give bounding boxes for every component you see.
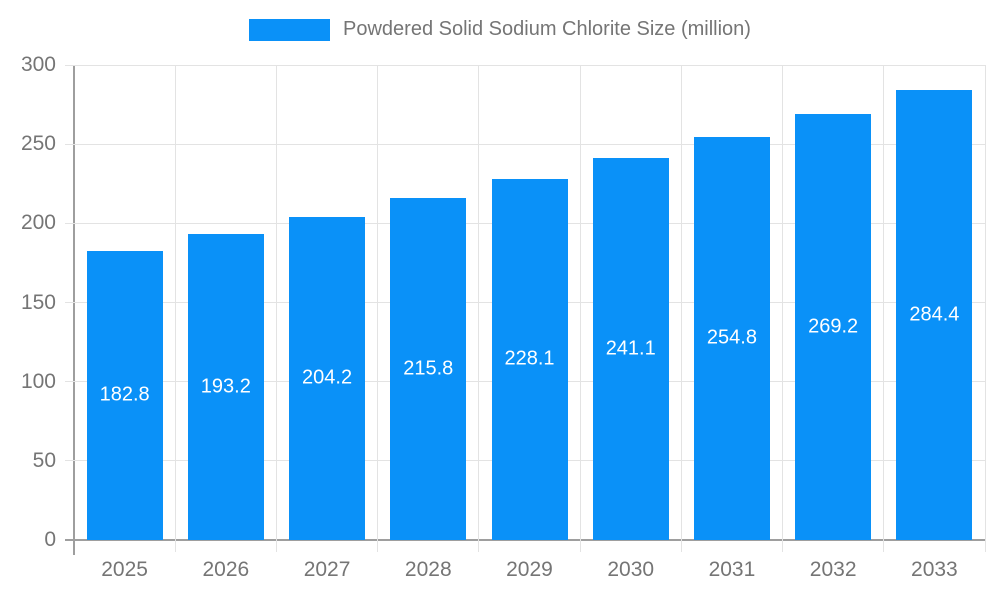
x-axis-line [65,539,985,541]
chart-legend[interactable]: Powdered Solid Sodium Chlorite Size (mil… [0,18,1000,41]
y-axis-tick-label: 100 [20,369,56,393]
v-gridline [174,65,176,552]
legend-label: Powdered Solid Sodium Chlorite Size (mil… [343,18,751,40]
bar-2029[interactable]: 228.1 [491,178,568,540]
y-axis-tick-label: 50 [32,448,56,472]
bar-value-label: 182.8 [99,383,150,406]
bar-2026[interactable]: 193.2 [187,234,264,540]
y-axis-tick-label: 0 [44,528,56,551]
x-axis-tick-label: 2032 [809,558,857,581]
y-axis-tick-label: 250 [20,132,56,156]
bar-value-label: 269.2 [808,315,859,338]
v-gridline [478,65,480,552]
v-gridline [275,65,277,552]
bar-value-label: 228.1 [504,347,555,370]
h-gridline [65,64,985,66]
v-gridline [883,65,885,552]
x-axis-tick-label: 2026 [202,558,250,581]
bar-value-label: 215.8 [403,357,454,380]
y-axis-tick-label: 300 [20,53,56,76]
x-axis-tick-label: 2031 [708,558,756,581]
plot-area: 0 50 100 150 200 250 300 182.8 2025 193.2 2026 204.… [21,54,986,581]
bar-2033[interactable]: 284.4 [896,89,973,540]
bar-2030[interactable]: 241.1 [592,158,669,540]
bar-value-label: 241.1 [605,337,656,360]
bar-value-label: 193.2 [200,375,251,398]
bar-2027[interactable]: 204.2 [289,216,366,540]
h-gridline [65,143,985,145]
v-gridline [377,65,379,552]
x-axis-tick-label: 2029 [506,558,553,581]
x-axis-tick-label: 2027 [303,558,351,581]
x-axis-tick-label: 2033 [911,558,958,581]
bar-value-label: 204.2 [302,366,353,389]
v-gridline [782,65,784,552]
bar-2025[interactable]: 182.8 [86,250,163,540]
y-axis-line [73,65,75,555]
v-gridline [984,65,986,552]
bar-2028[interactable]: 215.8 [390,198,467,540]
bar-value-label: 284.4 [909,303,960,326]
y-axis-tick-label: 150 [20,290,56,314]
bar-2032[interactable]: 269.2 [795,113,872,540]
v-gridline [579,65,581,552]
bar-value-label: 254.8 [706,326,757,349]
legend-swatch-icon [249,18,331,41]
y-axis-tick-label: 200 [20,211,56,235]
x-axis-tick-label: 2030 [607,558,655,581]
v-gridline [680,65,682,552]
x-axis-tick-label: 2028 [404,558,452,581]
x-axis-tick-label: 2025 [101,558,148,581]
bar-2031[interactable]: 254.8 [693,136,770,540]
